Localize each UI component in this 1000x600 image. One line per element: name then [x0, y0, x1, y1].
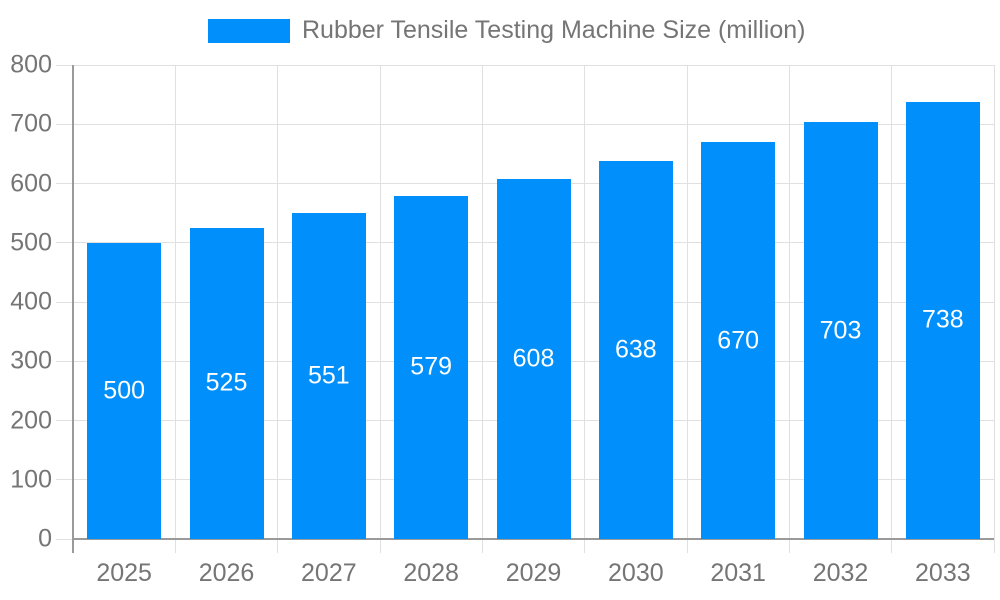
bar-value-label: 525 — [205, 368, 248, 397]
y-axis-tick-label: 400 — [10, 287, 52, 316]
x-axis-line — [72, 538, 994, 540]
bar[interactable] — [701, 142, 776, 539]
bar[interactable] — [598, 160, 673, 539]
y-axis-tick-label: 0 — [38, 524, 52, 553]
x-axis-tick — [584, 539, 586, 553]
h-gridline — [56, 123, 994, 125]
v-gridline — [686, 65, 688, 539]
x-axis-tick-label: 2028 — [403, 559, 459, 587]
x-axis-tick-label: 2025 — [96, 559, 152, 587]
v-gridline — [174, 65, 176, 539]
y-axis-tick-label: 300 — [10, 346, 52, 375]
y-axis-tick-label: 200 — [10, 406, 52, 434]
y-axis-tick-label: 600 — [10, 169, 52, 197]
bar[interactable] — [496, 178, 571, 539]
y-axis-tick-label: 800 — [10, 50, 52, 79]
y-axis-line — [72, 65, 74, 553]
legend-label: Rubber Tensile Testing Machine Size (mil… — [302, 16, 806, 44]
v-gridline — [891, 65, 893, 539]
v-gridline — [379, 65, 381, 539]
x-axis-tick-label: 2029 — [505, 559, 562, 587]
bar[interactable] — [394, 195, 469, 539]
x-axis-tick — [481, 539, 483, 553]
x-axis-tick — [174, 539, 176, 553]
bar[interactable] — [87, 242, 162, 539]
bar[interactable] — [803, 122, 878, 539]
x-axis-tick — [686, 539, 688, 553]
bar-value-label: 670 — [717, 326, 760, 354]
v-gridline — [584, 65, 586, 539]
bar-value-label: 500 — [103, 376, 146, 405]
x-axis-tick — [277, 539, 279, 553]
bar-value-label: 579 — [410, 352, 453, 381]
x-axis-tick-label: 2027 — [301, 559, 357, 587]
v-gridline — [788, 65, 790, 539]
bar-value-label: 638 — [614, 335, 657, 364]
x-axis-tick-label: 2026 — [198, 559, 255, 587]
v-gridline — [481, 65, 483, 539]
x-axis-tick — [993, 539, 995, 553]
x-axis-tick-label: 2033 — [915, 559, 971, 587]
x-axis-tick — [891, 539, 893, 553]
x-axis-tick-label: 2030 — [608, 559, 664, 587]
bar-value-label: 738 — [921, 305, 964, 334]
legend-item[interactable]: Rubber Tensile Testing Machine Size (mil… — [208, 18, 805, 43]
bar[interactable] — [905, 101, 980, 539]
y-axis-tick-label: 700 — [10, 109, 52, 138]
x-axis-tick — [379, 539, 381, 553]
bar-value-label: 551 — [307, 361, 350, 390]
bar-value-label: 703 — [819, 316, 862, 345]
x-axis-tick-label: 2031 — [710, 559, 766, 587]
legend-swatch — [208, 18, 290, 43]
bar-value-label: 608 — [512, 344, 555, 373]
v-gridline — [993, 65, 995, 539]
x-axis-tick-label: 2032 — [812, 559, 869, 587]
h-gridline — [56, 64, 994, 66]
bar[interactable] — [189, 227, 264, 539]
v-gridline — [277, 65, 279, 539]
bar[interactable] — [291, 212, 366, 539]
y-axis-tick-label: 500 — [10, 228, 52, 257]
y-axis-tick-label: 100 — [10, 465, 52, 494]
x-axis-tick — [788, 539, 790, 553]
